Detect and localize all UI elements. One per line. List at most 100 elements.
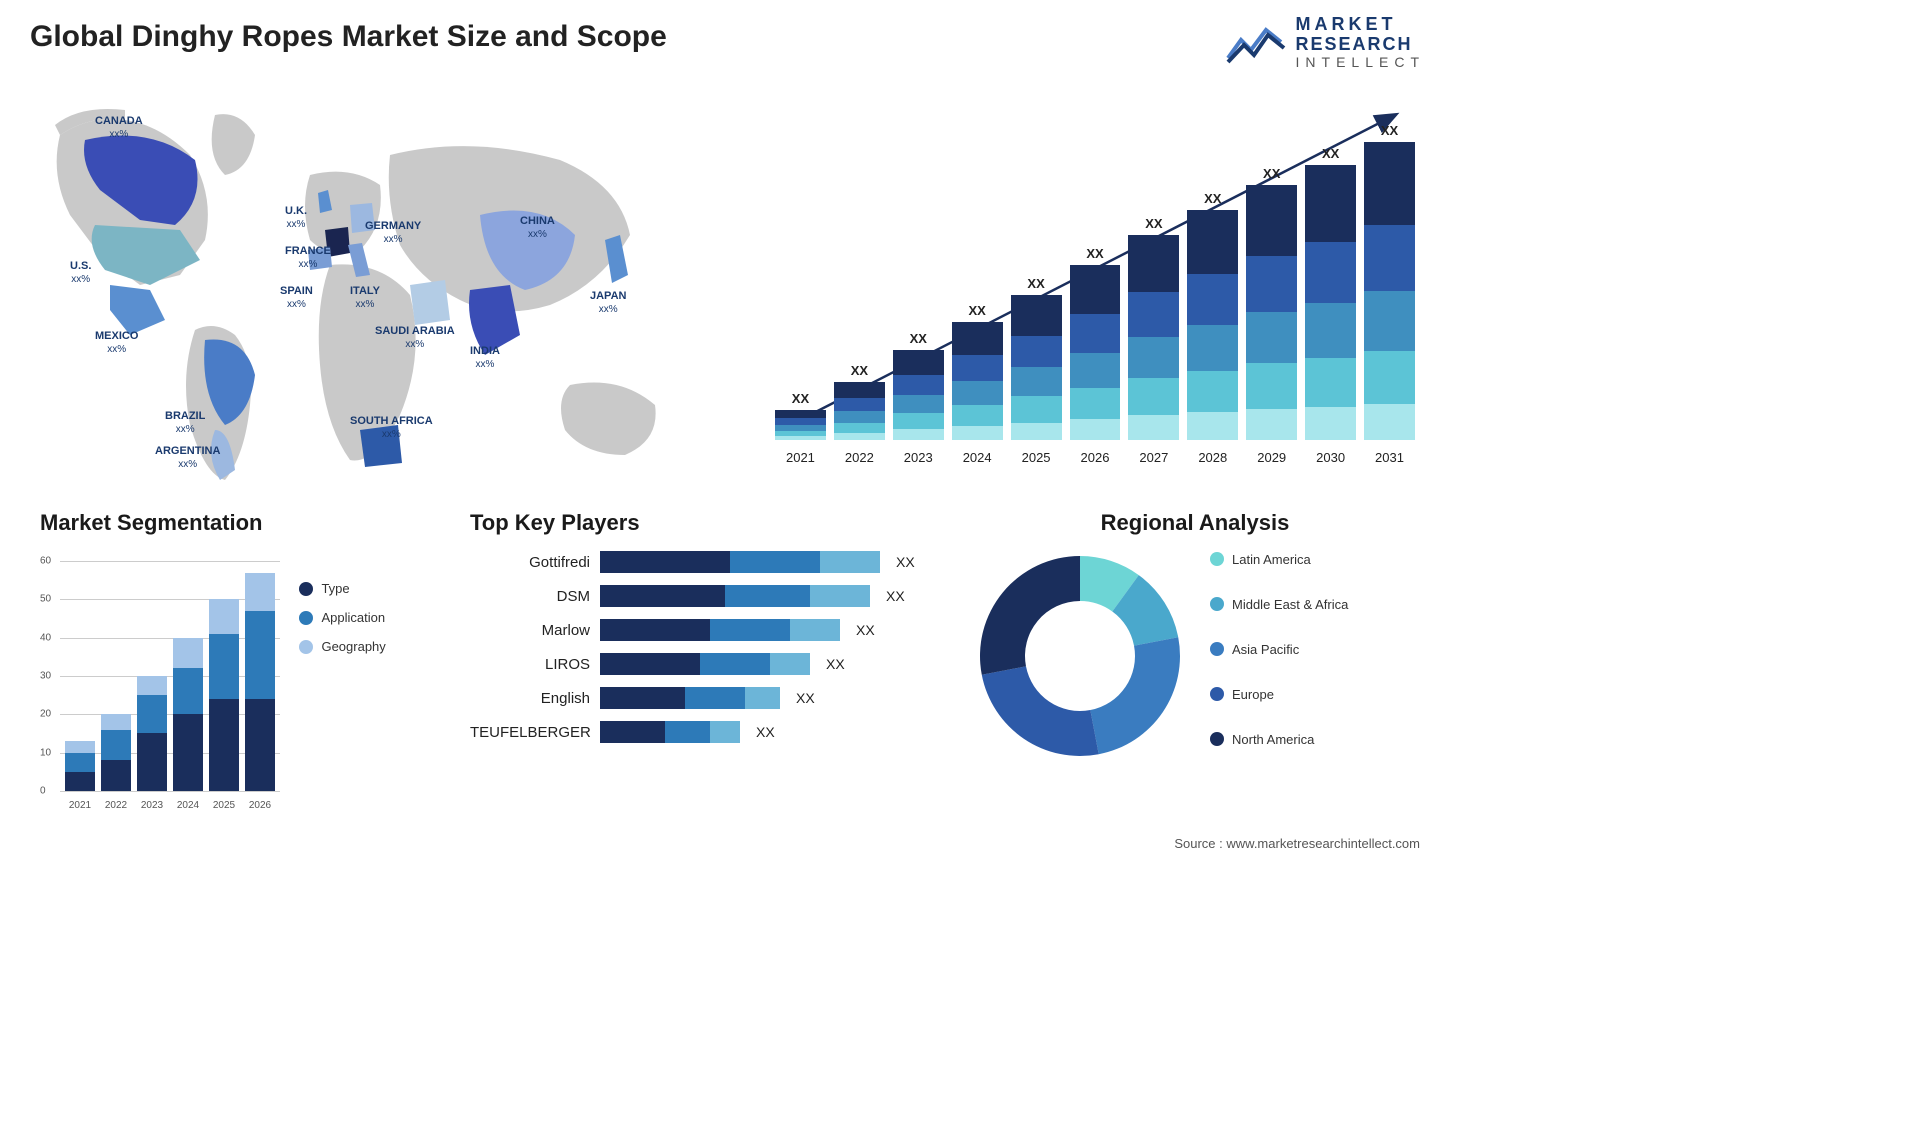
map-label-japan: JAPANxx% <box>590 290 626 316</box>
growth-year-2022: 2022 <box>834 450 885 465</box>
players-title: Top Key Players <box>470 510 950 536</box>
donut-slice-northamerica <box>980 556 1080 675</box>
player-value: XX <box>856 622 875 638</box>
player-value: XX <box>886 588 905 604</box>
segmentation-legend: Type Application Geography <box>299 581 385 668</box>
seg-bar-2026 <box>245 573 275 792</box>
growth-year-2025: 2025 <box>1011 450 1062 465</box>
player-row-liros: LIROS XX <box>470 653 950 675</box>
player-row-teufelberger: TEUFELBERGER XX <box>470 721 950 743</box>
seg-ytick-50: 50 <box>40 594 51 605</box>
player-value: XX <box>756 724 775 740</box>
regional-analysis: Regional Analysis Latin America Middle Ea… <box>975 510 1415 761</box>
segmentation-title: Market Segmentation <box>40 510 440 536</box>
growth-year-2026: 2026 <box>1070 450 1121 465</box>
logo-text-research: RESEARCH <box>1296 35 1425 55</box>
seg-bar-2025 <box>209 599 239 791</box>
seg-ytick-0: 0 <box>40 786 46 797</box>
seg-legend-application: Application <box>299 610 385 625</box>
map-highlight-mexico <box>110 285 165 335</box>
seg-ytick-60: 60 <box>40 556 51 567</box>
player-row-english: English XX <box>470 687 950 709</box>
growth-year-2023: 2023 <box>893 450 944 465</box>
map-label-germany: GERMANYxx% <box>365 220 421 246</box>
growth-bar-value-2028: XX <box>1204 191 1221 206</box>
seg-year-2025: 2025 <box>209 800 239 811</box>
seg-bar-2021 <box>65 741 95 791</box>
regional-title: Regional Analysis <box>975 510 1415 536</box>
seg-year-2023: 2023 <box>137 800 167 811</box>
map-label-uk: U.K.xx% <box>285 205 307 231</box>
page-title: Global Dinghy Ropes Market Size and Scop… <box>30 20 667 54</box>
seg-legend-type: Type <box>299 581 385 596</box>
growth-bar-value-2029: XX <box>1263 166 1280 181</box>
market-segmentation: Market Segmentation 0102030405060 202120… <box>40 510 440 811</box>
player-value: XX <box>896 554 915 570</box>
logo-icon <box>1226 20 1286 65</box>
player-name: English <box>470 690 590 707</box>
growth-year-2027: 2027 <box>1128 450 1179 465</box>
seg-year-2024: 2024 <box>173 800 203 811</box>
regional-legend-latinamerica: Latin America <box>1210 552 1348 567</box>
player-row-dsm: DSM XX <box>470 585 950 607</box>
growth-bar-value-2030: XX <box>1322 146 1339 161</box>
player-name: Gottifredi <box>470 554 590 571</box>
growth-year-2028: 2028 <box>1187 450 1238 465</box>
growth-bar-2029: XX <box>1246 166 1297 440</box>
growth-bar-2023: XX <box>893 331 944 440</box>
regional-legend-northamerica: North America <box>1210 732 1348 747</box>
seg-ytick-30: 30 <box>40 671 51 682</box>
growth-bar-value-2021: XX <box>792 391 809 406</box>
regional-legend-europe: Europe <box>1210 687 1348 702</box>
logo-text-intellect: INTELLECT <box>1296 55 1425 70</box>
map-label-argentina: ARGENTINAxx% <box>155 445 220 471</box>
map-label-canada: CANADAxx% <box>95 115 143 141</box>
world-map: CANADAxx% U.S.xx% MEXICOxx% BRAZILxx% ARGENT… <box>30 85 690 485</box>
seg-ytick-20: 20 <box>40 709 51 720</box>
donut-slice-asiapacific <box>1090 637 1180 754</box>
seg-year-2021: 2021 <box>65 800 95 811</box>
map-label-italy: ITALYxx% <box>350 285 380 311</box>
player-row-gottifredi: Gottifredi XX <box>470 551 950 573</box>
map-label-southafrica: SOUTH AFRICAxx% <box>350 415 433 441</box>
growth-bar-2021: XX <box>775 391 826 440</box>
map-label-mexico: MEXICOxx% <box>95 330 138 356</box>
growth-bar-value-2023: XX <box>910 331 927 346</box>
regional-legend: Latin America Middle East & Africa Asia Pa… <box>1210 552 1348 761</box>
regional-legend-middleeastafrica: Middle East & Africa <box>1210 597 1348 612</box>
growth-bar-2026: XX <box>1070 246 1121 440</box>
player-name: LIROS <box>470 656 590 673</box>
donut-chart <box>975 551 1185 761</box>
growth-year-2030: 2030 <box>1305 450 1356 465</box>
growth-bar-value-2031: XX <box>1381 123 1398 138</box>
growth-year-2029: 2029 <box>1246 450 1297 465</box>
map-label-saudiarabia: SAUDI ARABIAxx% <box>375 325 455 351</box>
growth-bar-2022: XX <box>834 363 885 440</box>
regional-legend-asiapacific: Asia Pacific <box>1210 642 1348 657</box>
map-label-france: FRANCExx% <box>285 245 331 271</box>
seg-year-2026: 2026 <box>245 800 275 811</box>
map-label-us: U.S.xx% <box>70 260 91 286</box>
map-label-brazil: BRAZILxx% <box>165 410 205 436</box>
seg-bar-2022 <box>101 714 131 791</box>
seg-legend-geography: Geography <box>299 639 385 654</box>
map-label-spain: SPAINxx% <box>280 285 313 311</box>
player-value: XX <box>796 690 815 706</box>
growth-bar-2025: XX <box>1011 276 1062 440</box>
donut-slice-europe <box>982 666 1099 756</box>
player-name: TEUFELBERGER <box>470 724 590 741</box>
logo-text-market: MARKET <box>1296 15 1425 35</box>
growth-bar-value-2025: XX <box>1027 276 1044 291</box>
player-name: DSM <box>470 588 590 605</box>
growth-bar-2030: XX <box>1305 146 1356 440</box>
growth-bar-2027: XX <box>1128 216 1179 440</box>
seg-ytick-40: 40 <box>40 632 51 643</box>
growth-year-2031: 2031 <box>1364 450 1415 465</box>
growth-bar-value-2022: XX <box>851 363 868 378</box>
seg-year-2022: 2022 <box>101 800 131 811</box>
player-value: XX <box>826 656 845 672</box>
growth-bar-value-2027: XX <box>1145 216 1162 231</box>
growth-bar-2031: XX <box>1364 123 1415 440</box>
growth-bar-2028: XX <box>1187 191 1238 440</box>
growth-bar-value-2024: XX <box>969 303 986 318</box>
